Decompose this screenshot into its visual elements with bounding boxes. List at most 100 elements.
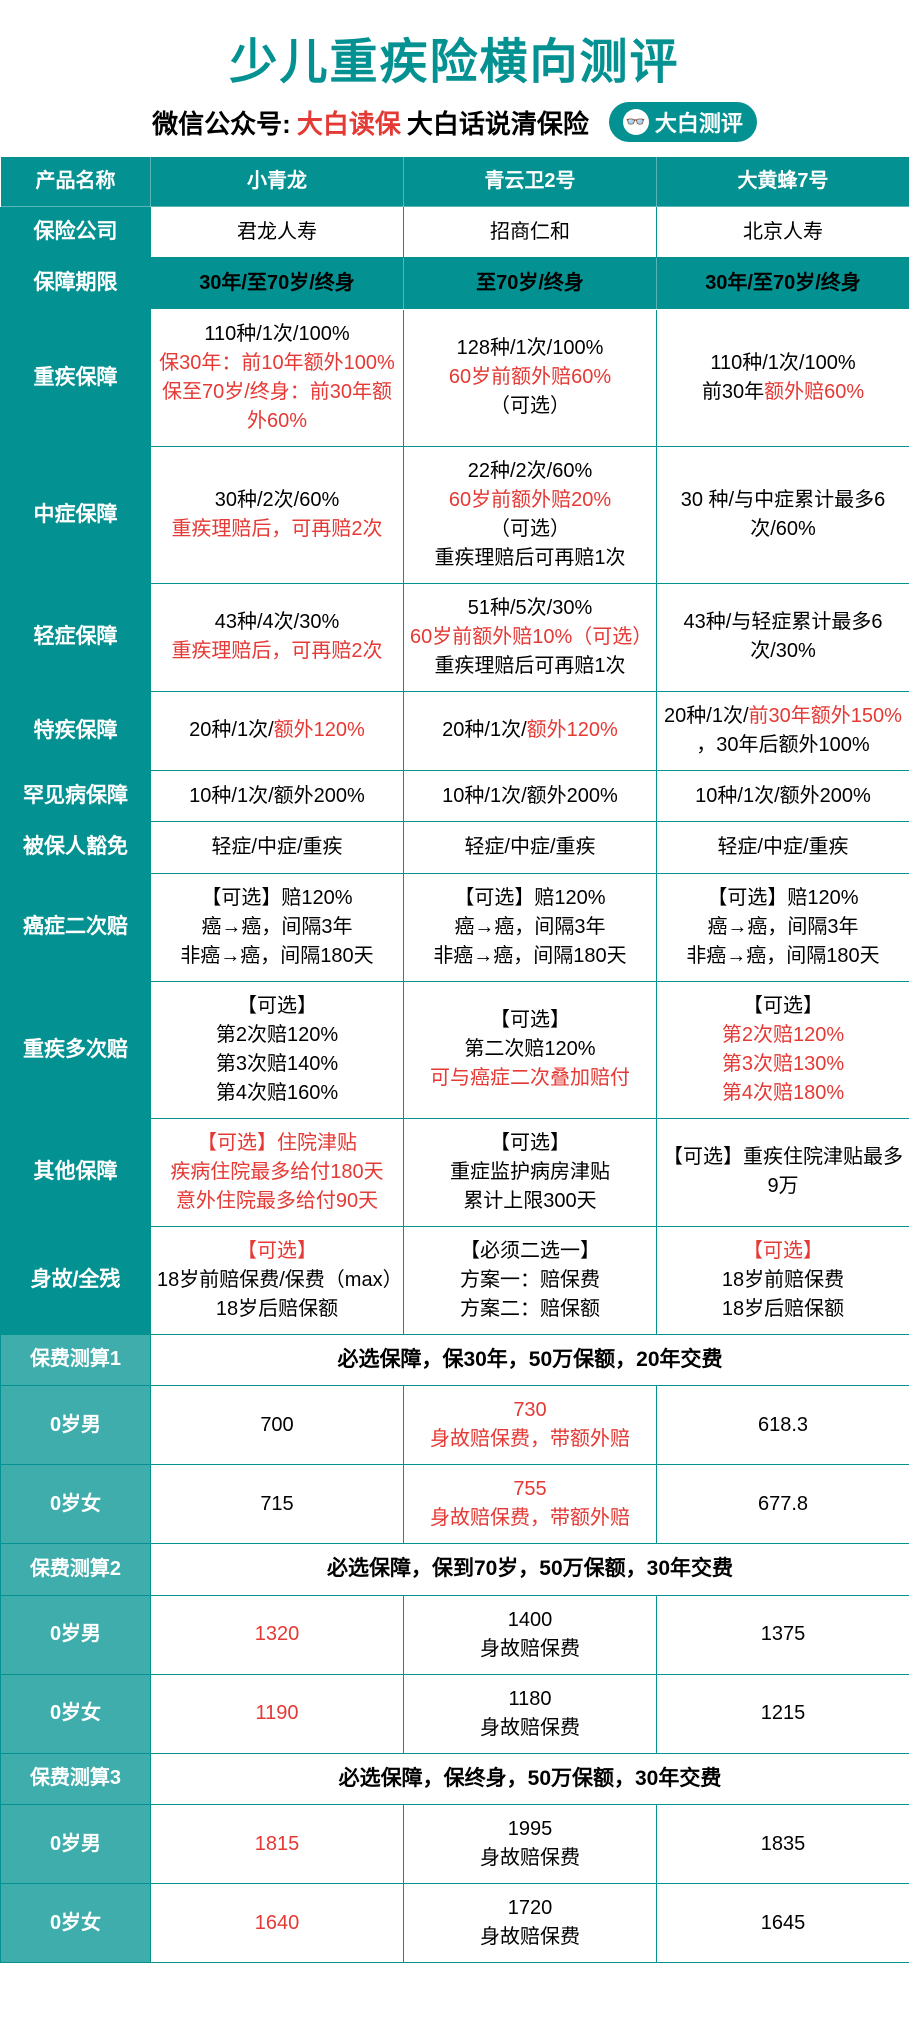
cell-text: 20种/1次/额外120% — [157, 716, 397, 745]
comparison-table-container: 少儿重疾险横向测评 微信公众号: 大白读保 大白话说清保险 👓 大白测评 产品名… — [0, 0, 909, 1963]
calc-desc: 必选保障，保30年，50万保额，20年交费 — [151, 1334, 909, 1385]
cell-text: ，30年后额外100% — [663, 731, 903, 760]
cell-text: 1815 — [157, 1830, 397, 1859]
calc-label: 保费测算2 — [1, 1544, 151, 1595]
cell-text: 18岁后赔保额 — [157, 1295, 397, 1324]
cell-text: 方案一：赔保费 — [410, 1266, 650, 1295]
cell: 【可选】第2次赔120%第3次赔140%第4次赔160% — [151, 981, 404, 1118]
calc-cell: 618.3 — [657, 1386, 909, 1465]
cell-text: 【可选】 — [157, 1237, 397, 1266]
cell-text: 1995 — [410, 1815, 650, 1844]
table-row: 特疾保障20种/1次/额外120%20种/1次/额外120%20种/1次/前30… — [1, 691, 909, 770]
cell-text: 1190 — [157, 1699, 397, 1728]
col-header-product-0: 小青龙 — [151, 157, 404, 207]
calc-header-row: 保费测算3必选保障，保终身，50万保额，30年交费 — [1, 1753, 909, 1804]
cell-text: 110种/1次/100% — [663, 349, 903, 378]
cell: 【可选】赔120%癌→癌，间隔3年非癌→癌，间隔180天 — [151, 873, 404, 981]
cell: 君龙人寿 — [151, 207, 404, 258]
cell-text: 618.3 — [663, 1411, 903, 1440]
cell-text: 前30年额外赔60% — [663, 378, 903, 407]
cell: 20种/1次/前30年额外150%，30年后额外100% — [657, 691, 909, 770]
cell: 20种/1次/额外120% — [151, 691, 404, 770]
calc-cell: 1645 — [657, 1884, 909, 1963]
cell: 【可选】重症监护病房津贴累计上限300天 — [404, 1118, 657, 1226]
cell-text: 身故赔保费 — [410, 1714, 650, 1743]
cell-text: 【可选】 — [410, 1006, 650, 1035]
cell-text: 1645 — [663, 1909, 903, 1938]
row-label: 轻症保障 — [1, 583, 151, 691]
cell-text: 可与癌症二次叠加赔付 — [410, 1064, 650, 1093]
table-row: 身故/全残【可选】18岁前赔保费/保费（max）18岁后赔保额【必须二选一】方案… — [1, 1226, 909, 1334]
cell-text: 身故赔保费，带额外赔 — [410, 1425, 650, 1454]
cell-text: 重疾理赔后，可再赔2次 — [157, 637, 397, 666]
cell-text: 715 — [157, 1490, 397, 1519]
table-row: 其他保障【可选】住院津贴疾病住院最多给付180天意外住院最多给付90天【可选】重… — [1, 1118, 909, 1226]
cell: 30 种/与中症累计最多6次/60% — [657, 446, 909, 583]
cell-text: 51种/5次/30% — [410, 594, 650, 623]
calc-row: 0岁男13201400身故赔保费1375 — [1, 1595, 909, 1674]
calc-row-label: 0岁男 — [1, 1386, 151, 1465]
cell-text: 1180 — [410, 1685, 650, 1714]
cell-text: 重疾理赔后，可再赔2次 — [157, 515, 397, 544]
cell: 【可选】重疾住院津贴最多9万 — [657, 1118, 909, 1226]
cell-text: 北京人寿 — [663, 218, 903, 247]
cell-text: 身故赔保费 — [410, 1923, 650, 1952]
cell-text: 10种/1次/额外200% — [157, 782, 397, 811]
cell-text: 30年/至70岁/终身 — [663, 269, 903, 298]
cell-text: 60岁前额外赔60% — [410, 363, 650, 392]
row-label: 保险公司 — [1, 207, 151, 258]
calc-cell: 1180身故赔保费 — [404, 1674, 657, 1753]
row-label: 其他保障 — [1, 1118, 151, 1226]
cell-text: 10种/1次/额外200% — [410, 782, 650, 811]
cell-text: 【可选】 — [157, 992, 397, 1021]
cell-text: 癌→癌，间隔3年 — [663, 913, 903, 942]
cell: 110种/1次/100%保30年：前10年额外100%保至70岁/终身：前30年… — [151, 309, 404, 446]
row-label: 特疾保障 — [1, 691, 151, 770]
calc-header-row: 保费测算1必选保障，保30年，50万保额，20年交费 — [1, 1334, 909, 1385]
cell-text: 至70岁/终身 — [410, 269, 650, 298]
table-row: 轻症保障43种/4次/30%重疾理赔后，可再赔2次51种/5次/30%60岁前额… — [1, 583, 909, 691]
calc-row: 0岁男18151995身故赔保费1835 — [1, 1805, 909, 1884]
cell-text: 第2次赔120% — [157, 1021, 397, 1050]
page-title: 少儿重疾险横向测评 — [0, 0, 909, 102]
calc-cell: 700 — [151, 1386, 404, 1465]
row-label: 重疾多次赔 — [1, 981, 151, 1118]
cell: 10种/1次/额外200% — [151, 770, 404, 821]
cell-text: 1375 — [663, 1620, 903, 1649]
cell-text: 第4次赔180% — [663, 1079, 903, 1108]
cell-text: 18岁后赔保额 — [663, 1295, 903, 1324]
cell: 【可选】18岁前赔保费18岁后赔保额 — [657, 1226, 909, 1334]
table-row: 保险公司君龙人寿招商仁和北京人寿 — [1, 207, 909, 258]
cell-text: 轻症/中症/重疾 — [157, 833, 397, 862]
calc-cell: 1815 — [151, 1805, 404, 1884]
cell-text: 【可选】 — [663, 1237, 903, 1266]
calc-desc: 必选保障，保终身，50万保额，30年交费 — [151, 1753, 909, 1804]
cell-text: 轻症/中症/重疾 — [410, 833, 650, 862]
table-row: 保障期限30年/至70岁/终身至70岁/终身30年/至70岁/终身 — [1, 258, 909, 309]
col-header-product-1: 青云卫2号 — [404, 157, 657, 207]
brand-badge: 👓 大白测评 — [609, 102, 757, 142]
cell-text: 轻症/中症/重疾 — [663, 833, 903, 862]
cell: 北京人寿 — [657, 207, 909, 258]
cell-text: 疾病住院最多给付180天 — [157, 1158, 397, 1187]
calc-row: 0岁女715755身故赔保费，带额外赔677.8 — [1, 1465, 909, 1544]
cell-text: 677.8 — [663, 1490, 903, 1519]
calc-cell: 1835 — [657, 1805, 909, 1884]
comparison-table: 产品名称小青龙青云卫2号大黄蜂7号保险公司君龙人寿招商仁和北京人寿保障期限30年… — [0, 156, 909, 1963]
calc-row-label: 0岁女 — [1, 1674, 151, 1753]
cell-text: 18岁前赔保费/保费（max） — [157, 1266, 397, 1295]
calc-label: 保费测算1 — [1, 1334, 151, 1385]
cell: 【可选】第2次赔120%第3次赔130%第4次赔180% — [657, 981, 909, 1118]
cell-text: 【可选】 — [663, 992, 903, 1021]
cell-text: 1320 — [157, 1620, 397, 1649]
row-label: 中症保障 — [1, 446, 151, 583]
calc-row: 0岁男700730身故赔保费，带额外赔618.3 — [1, 1386, 909, 1465]
cell-text: 身故赔保费，带额外赔 — [410, 1504, 650, 1533]
cell-text: 重疾理赔后可再赔1次 — [410, 544, 650, 573]
cell-text: 第3次赔130% — [663, 1050, 903, 1079]
calc-cell: 1190 — [151, 1674, 404, 1753]
cell: 10种/1次/额外200% — [404, 770, 657, 821]
cell-text: 30年/至70岁/终身 — [157, 269, 397, 298]
cell-text: 755 — [410, 1475, 650, 1504]
cell-text: 癌→癌，间隔3年 — [410, 913, 650, 942]
